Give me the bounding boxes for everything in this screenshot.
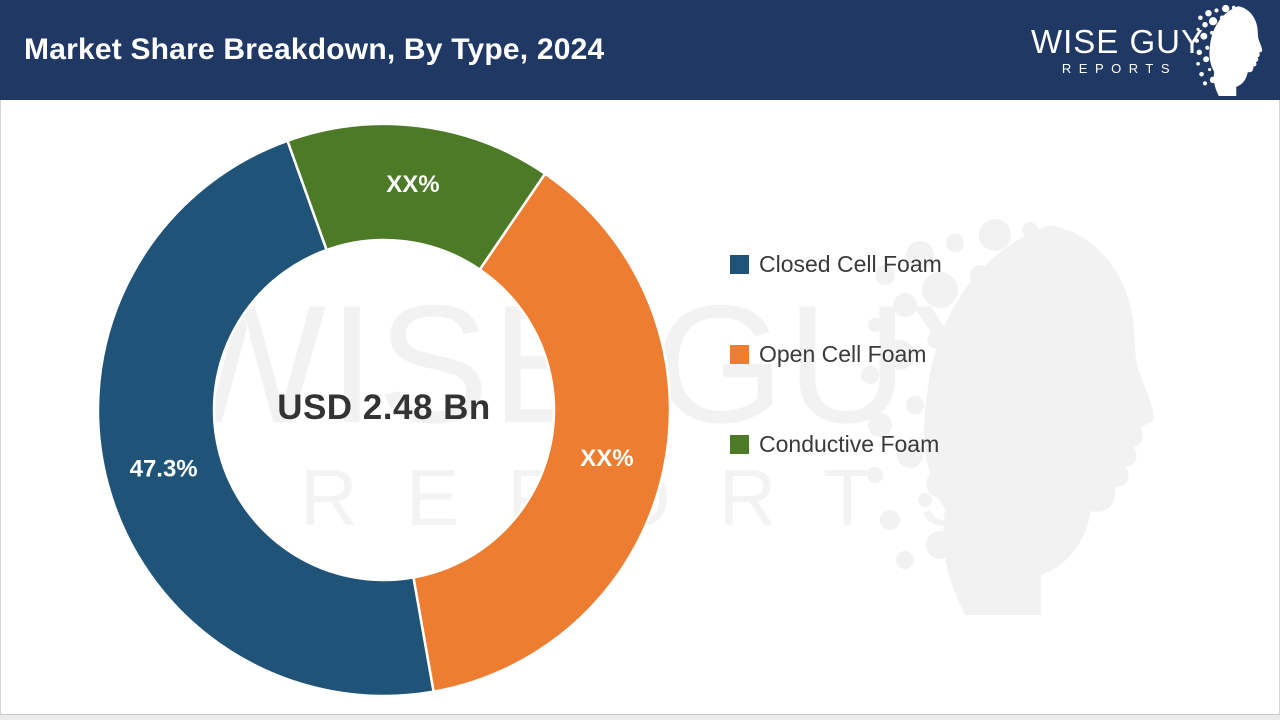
bottom-strip <box>0 715 1280 720</box>
logo-subtitle: REPORTS <box>1061 61 1178 76</box>
legend-swatch-closed-cell-foam <box>730 254 749 274</box>
legend-label: Closed Cell Foam <box>759 250 942 277</box>
logo-wordmark: WISE GUY <box>1030 23 1204 60</box>
chart-area: WISE GUY REPORTS 47.3% XX% XX% USD 2.48 Bn… <box>0 100 1280 714</box>
donut-segment-open-cell-foam <box>412 171 672 694</box>
logo-text: WISE GUY REPORTS <box>1031 25 1204 75</box>
legend-swatch-open-cell-foam <box>730 344 749 364</box>
chart-legend: Closed Cell Foam Open Cell Foam Conducti… <box>730 252 942 522</box>
header-bar: Market Share Breakdown, By Type, 2024 WI… <box>0 0 1280 100</box>
donut-segment-conductive-foam <box>285 122 547 272</box>
legend-label: Conductive Foam <box>759 430 940 457</box>
page-title: Market Share Breakdown, By Type, 2024 <box>24 33 605 66</box>
segment-value-label: XX% <box>580 445 633 472</box>
legend-label: Open Cell Foam <box>759 340 927 367</box>
legend-swatch-conductive-foam <box>730 434 749 454</box>
segment-value-label: 47.3% <box>130 455 198 482</box>
legend-item-open-cell-foam: Open Cell Foam <box>730 342 942 366</box>
donut-segment-closed-cell-foam <box>96 139 436 698</box>
chart-center-value: USD 2.48 Bn <box>277 388 491 427</box>
segment-value-label: XX% <box>386 171 439 198</box>
legend-item-closed-cell-foam: Closed Cell Foam <box>730 252 942 276</box>
wiseguy-logo: WISE GUY REPORTS <box>1031 0 1266 100</box>
legend-item-conductive-foam: Conductive Foam <box>730 432 942 456</box>
donut-chart: 47.3% XX% XX% <box>96 122 672 698</box>
